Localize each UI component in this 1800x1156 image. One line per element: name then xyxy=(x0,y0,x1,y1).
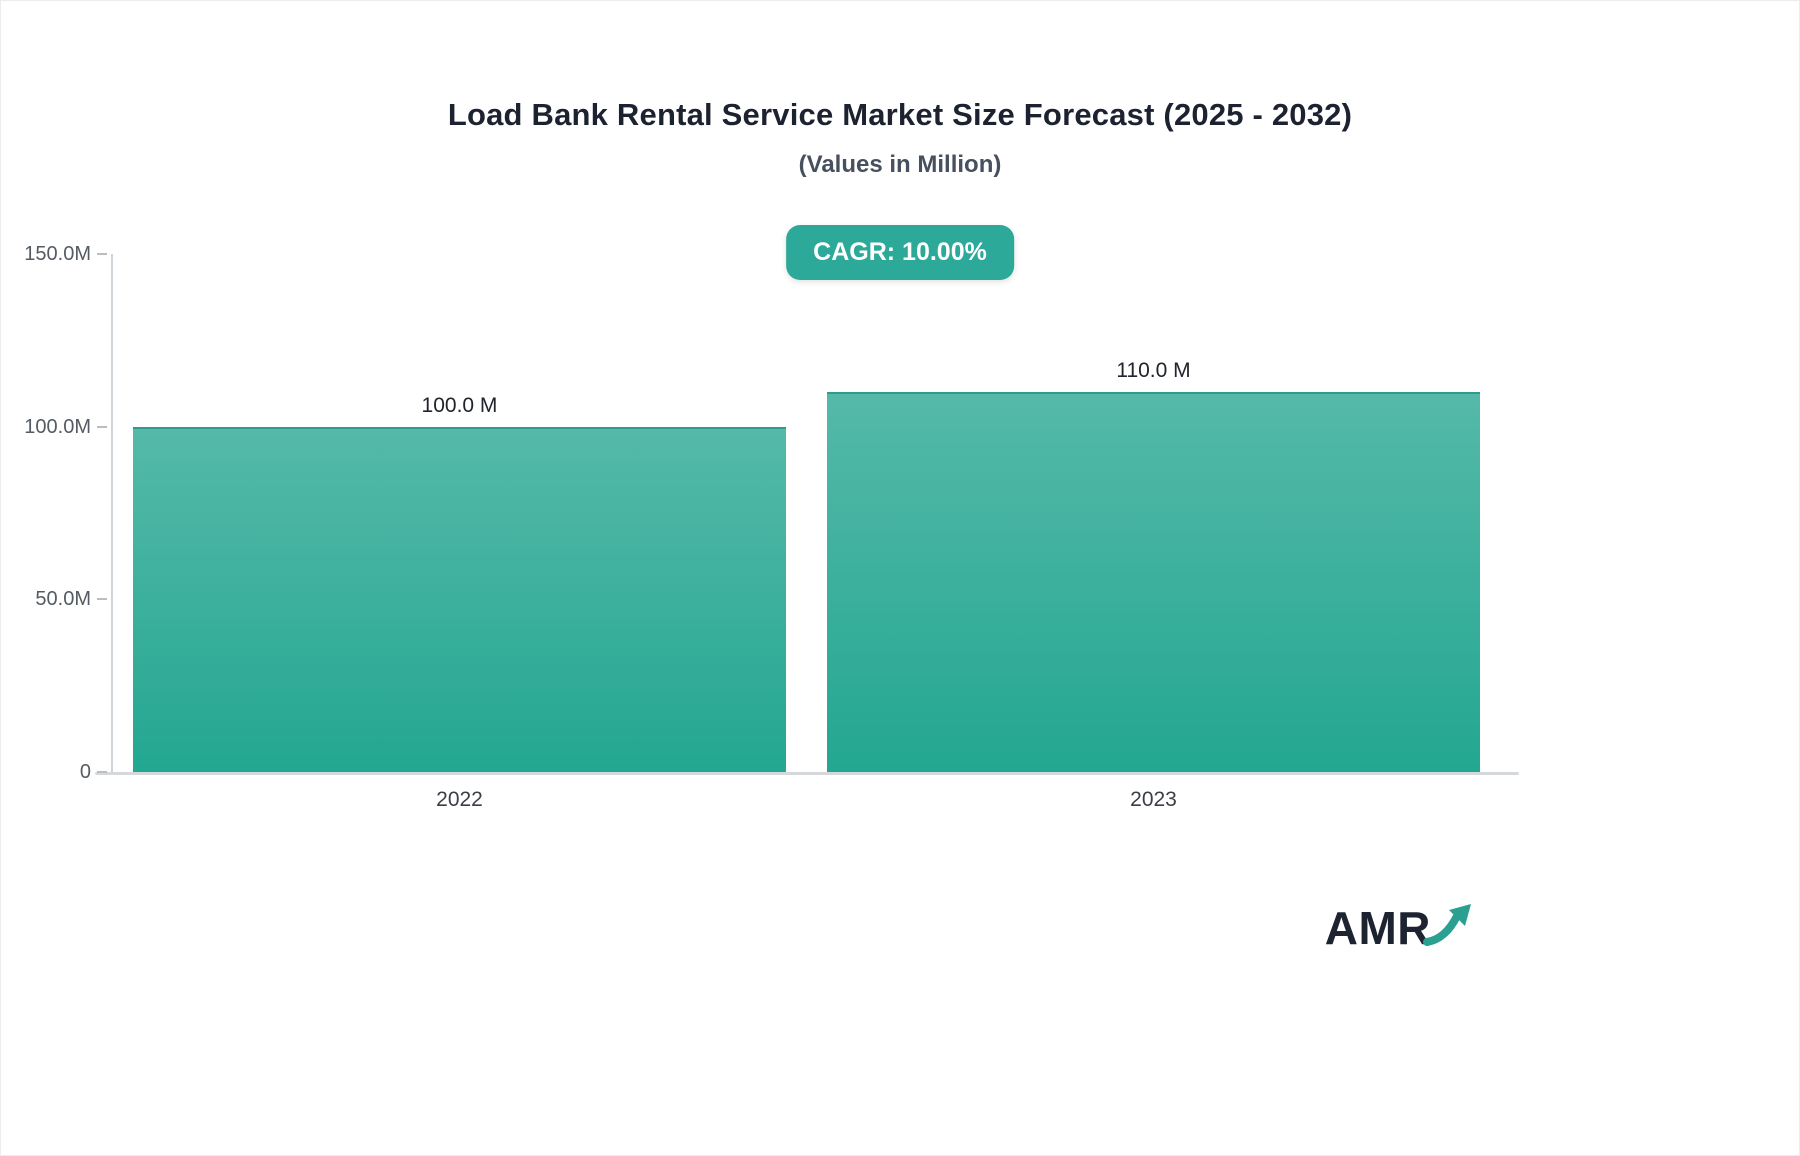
bar-2022 xyxy=(133,426,786,772)
y-axis-tick-mark xyxy=(97,598,107,601)
bar-value-label: 100.0 M xyxy=(421,393,498,417)
y-axis-tick-label: 150.0M xyxy=(24,243,91,265)
bar-2023 xyxy=(827,392,1480,772)
y-axis-tick-label: 50.0M xyxy=(35,588,91,611)
x-axis-category-label: 2022 xyxy=(436,788,483,811)
y-axis-tick-mark xyxy=(97,253,107,255)
x-axis-category-label: 2023 xyxy=(1130,788,1177,811)
x-axis-line xyxy=(95,772,1519,775)
chart-title: Load Bank Rental Service Market Size For… xyxy=(447,97,1353,132)
plot-area: 150.0M 100.0M 50.0M 0 100.0 M 2022 110.0 M 2023 xyxy=(24,243,1519,811)
y-axis-tick-label: 100.0M xyxy=(24,415,91,438)
y-axis-tick-label: 0 xyxy=(79,761,91,783)
y-axis-tick-mark xyxy=(97,771,107,773)
chart-subtitle: (Values in Million) xyxy=(798,151,1002,178)
cagr-badge: CAGR: 10.00% xyxy=(786,225,1014,280)
y-axis-tick-mark xyxy=(97,425,107,428)
amr-logo: AMR xyxy=(1325,901,1479,955)
amr-logo-text: AMR xyxy=(1324,902,1431,954)
bar-value-label: 110.0 M xyxy=(1116,359,1191,383)
growth-arrow-icon xyxy=(1423,904,1471,946)
